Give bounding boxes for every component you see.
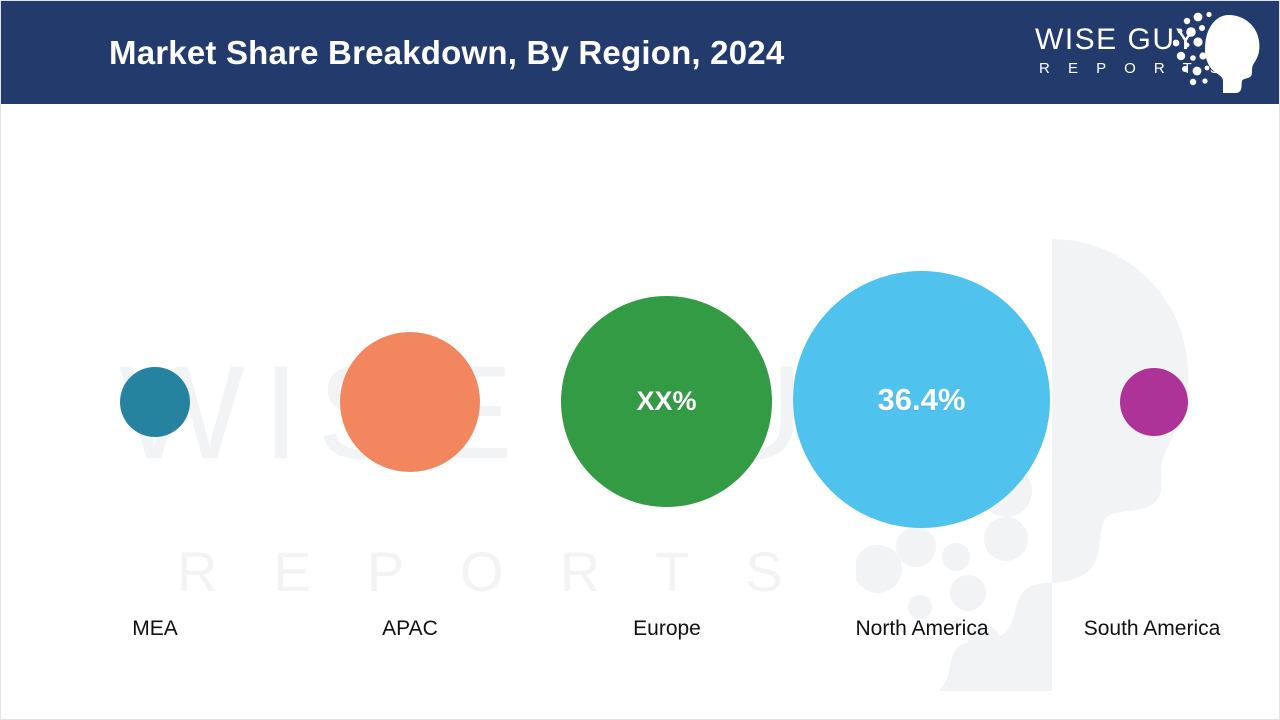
bubble-north-america[interactable]: 36.4% bbox=[793, 271, 1050, 528]
logo-wordmark: WISE GUY bbox=[1035, 23, 1198, 56]
plot-area: WISE GUY REPORTS bbox=[1, 104, 1279, 719]
bubble-europe[interactable]: XX% bbox=[561, 296, 772, 507]
axis-label-mea: MEA bbox=[132, 617, 178, 640]
bubble-south-america[interactable] bbox=[1120, 368, 1188, 436]
bubble-value-north-america: 36.4% bbox=[877, 382, 966, 417]
axis-label-north-america: North America bbox=[855, 617, 989, 640]
watermark-subword: REPORTS bbox=[177, 540, 839, 603]
bubble-apac[interactable] bbox=[340, 332, 480, 472]
bubble-mea[interactable] bbox=[120, 367, 190, 437]
logo-subword: R E P O R T S bbox=[1039, 60, 1227, 77]
wiseguy-reports-logo: WISE GUY R E P O R T S bbox=[1029, 9, 1265, 97]
page-title: Market Share Breakdown, By Region, 2024 bbox=[109, 33, 785, 71]
axis-label-apac: APAC bbox=[382, 617, 438, 640]
bubble-value-europe: XX% bbox=[636, 386, 697, 416]
chart-header-bar: Market Share Breakdown, By Region, 2024 … bbox=[1, 1, 1279, 104]
axis-label-europe: Europe bbox=[633, 617, 701, 640]
wiseguy-head-icon bbox=[1173, 11, 1260, 93]
axis-label-south-america: South America bbox=[1083, 617, 1221, 640]
